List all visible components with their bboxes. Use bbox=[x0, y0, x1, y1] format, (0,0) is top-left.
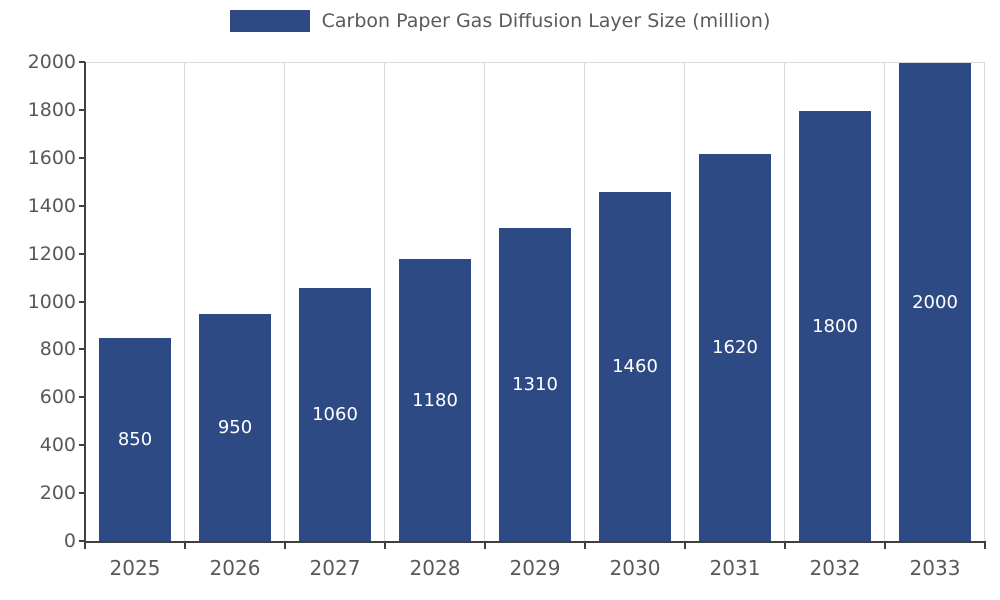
bar-value-label: 1800 bbox=[812, 315, 858, 337]
y-axis-tick bbox=[79, 108, 85, 111]
legend-label: Carbon Paper Gas Diffusion Layer Size (m… bbox=[321, 10, 771, 32]
bar-value-label: 1180 bbox=[412, 389, 458, 411]
bar-2032[interactable]: 1800 bbox=[799, 111, 871, 542]
x-tick-label: 2028 bbox=[409, 556, 461, 580]
x-axis-tick bbox=[284, 543, 286, 549]
gridline-vertical bbox=[884, 63, 885, 542]
y-axis-tick bbox=[79, 396, 85, 399]
y-axis-tick bbox=[79, 540, 85, 542]
x-tick-label: 2027 bbox=[309, 556, 361, 580]
y-axis-tick bbox=[79, 204, 85, 207]
x-axis-tick bbox=[684, 543, 686, 549]
bar-value-label: 2000 bbox=[912, 291, 958, 313]
gridline-vertical bbox=[184, 63, 185, 542]
plot-area: 850 950 1060 1180 1310 1460 1620 1800 2000 bbox=[85, 62, 985, 542]
x-axis-tick bbox=[784, 543, 786, 549]
bar-value-label: 850 bbox=[117, 429, 153, 450]
x-tick-label: 2029 bbox=[509, 556, 561, 580]
y-axis-tick bbox=[79, 252, 85, 255]
bar-2028[interactable]: 1180 bbox=[399, 259, 471, 542]
y-tick-label: 200 bbox=[39, 482, 76, 505]
y-tick-label: 1000 bbox=[27, 290, 76, 313]
y-tick-label: 1800 bbox=[27, 98, 76, 121]
gridline-vertical bbox=[784, 63, 785, 542]
x-axis-tick bbox=[584, 543, 586, 549]
bar-2029[interactable]: 1310 bbox=[499, 228, 571, 542]
x-tick-label: 2032 bbox=[809, 556, 861, 580]
gridline-vertical bbox=[684, 63, 685, 542]
x-tick-label: 2031 bbox=[709, 556, 761, 580]
y-tick-label: 1200 bbox=[27, 242, 76, 265]
y-tick-label: 800 bbox=[39, 338, 76, 361]
bar-value-label: 1060 bbox=[312, 404, 358, 425]
x-axis-line bbox=[84, 541, 986, 543]
y-axis-tick bbox=[79, 492, 85, 495]
x-axis-tick bbox=[984, 543, 986, 549]
x-axis-tick bbox=[84, 543, 86, 549]
bar-2027[interactable]: 1060 bbox=[299, 288, 371, 542]
y-tick-label: 1400 bbox=[27, 194, 76, 217]
legend[interactable]: Carbon Paper Gas Diffusion Layer Size (m… bbox=[0, 10, 1000, 32]
x-axis-tick bbox=[384, 543, 386, 549]
y-axis-tick bbox=[79, 348, 85, 351]
y-axis-line bbox=[84, 62, 86, 543]
x-axis-tick bbox=[884, 543, 886, 549]
bar-2031[interactable]: 1620 bbox=[699, 154, 771, 542]
y-axis-tick bbox=[79, 444, 85, 447]
x-tick-label: 2030 bbox=[609, 556, 661, 580]
y-tick-label: 400 bbox=[39, 434, 76, 457]
y-axis-tick bbox=[79, 300, 85, 303]
bar-2030[interactable]: 1460 bbox=[599, 192, 671, 542]
x-tick-label: 2033 bbox=[909, 556, 961, 580]
x-tick-label: 2026 bbox=[209, 556, 261, 580]
bar-value-label: 1620 bbox=[712, 337, 758, 358]
y-tick-label: 2000 bbox=[27, 51, 76, 73]
gridline-vertical bbox=[484, 63, 485, 542]
y-axis-tick bbox=[79, 61, 85, 63]
gridline-vertical bbox=[384, 63, 385, 542]
bar-value-label: 1310 bbox=[512, 374, 558, 395]
y-tick-label: 0 bbox=[63, 530, 76, 552]
bar-2026[interactable]: 950 bbox=[199, 314, 271, 542]
bar-2025[interactable]: 850 bbox=[99, 338, 171, 542]
x-axis-tick bbox=[184, 543, 186, 549]
y-tick-label: 1600 bbox=[27, 146, 76, 169]
x-axis-tick bbox=[484, 543, 486, 549]
legend-swatch-icon bbox=[229, 10, 310, 32]
gridline-vertical bbox=[984, 63, 985, 542]
gridline-vertical bbox=[584, 63, 585, 542]
x-tick-label: 2025 bbox=[109, 556, 161, 580]
y-tick-label: 600 bbox=[39, 386, 76, 409]
y-axis-tick bbox=[79, 156, 85, 159]
gridline-vertical bbox=[284, 63, 285, 542]
bar-value-label: 950 bbox=[217, 417, 253, 438]
bar-value-label: 1460 bbox=[612, 356, 658, 377]
bar-2033[interactable]: 2000 bbox=[899, 63, 971, 542]
